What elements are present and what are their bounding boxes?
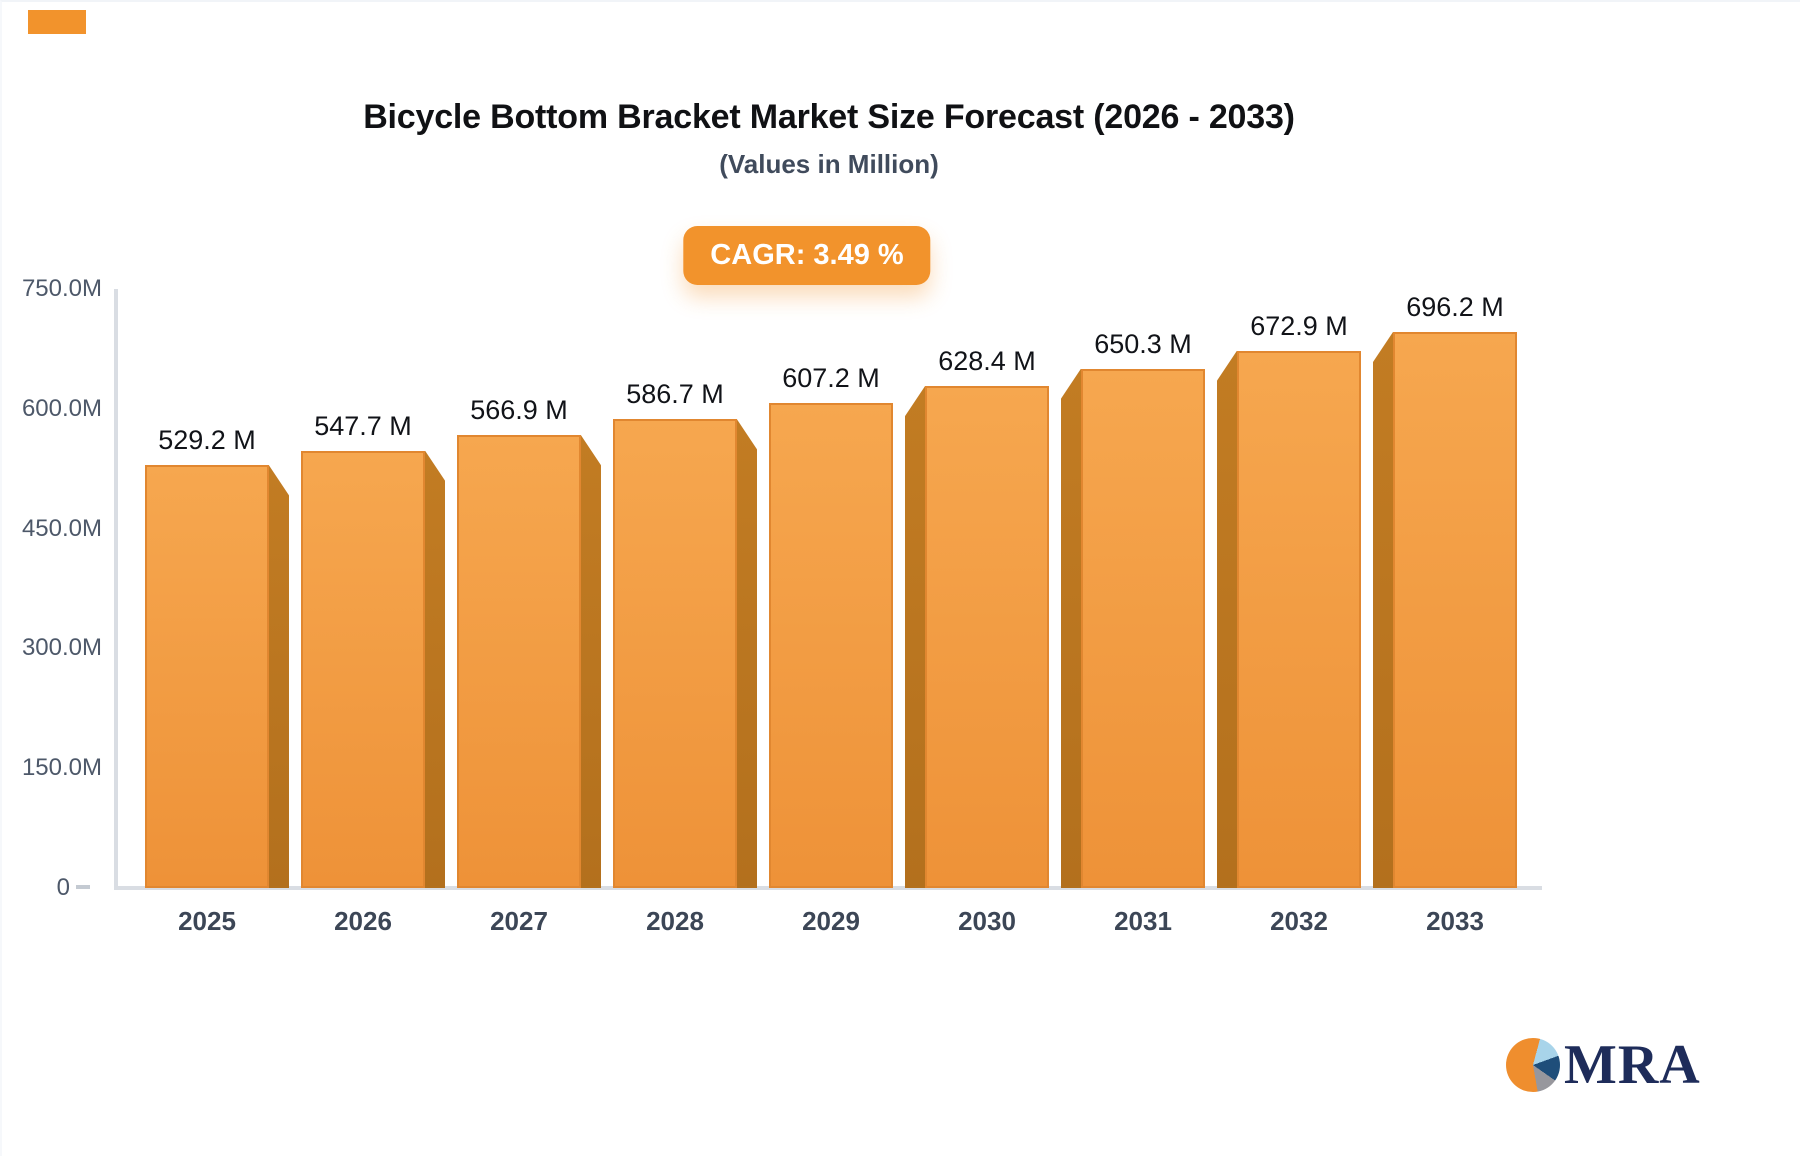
x-axis-year-label: 2028: [646, 906, 704, 936]
bar-value-label: 672.9 M: [1250, 310, 1348, 341]
x-axis-year-label: 2033: [1426, 906, 1484, 936]
bar-2028[interactable]: [613, 419, 737, 888]
bar-3d-side: [425, 450, 445, 888]
bar-3d-side: [905, 386, 925, 888]
y-axis-tick-label: 450.0M: [21, 514, 102, 542]
bar-value-label: 607.2 M: [782, 363, 880, 394]
bar-value-label: 628.4 M: [938, 346, 1036, 377]
x-axis-year-label: 2029: [802, 906, 860, 936]
zero-tick-mark: [76, 885, 90, 889]
x-axis-year-label: 2032: [1270, 906, 1328, 936]
bar-3d-side: [269, 465, 289, 888]
brand-logo: MRA: [1506, 1034, 1701, 1096]
accent-mark: [28, 10, 86, 34]
bar-3d-side: [1217, 350, 1237, 888]
x-axis-year-label: 2031: [1114, 906, 1172, 936]
x-axis-line: [114, 886, 1542, 890]
bar-2029[interactable]: [769, 403, 893, 888]
y-axis-line: [114, 289, 118, 888]
x-axis-year-label: 2030: [958, 906, 1016, 936]
y-axis-tick-label: 300.0M: [21, 634, 102, 662]
bar-value-label: 547.7 M: [314, 410, 412, 441]
chart-subtitle: (Values in Million): [719, 149, 939, 179]
brand-logo-text: MRA: [1564, 1034, 1701, 1096]
y-axis-tick-label: 600.0M: [21, 394, 102, 422]
bar-2032[interactable]: [1237, 350, 1361, 888]
pie-chart-logo-icon: [1506, 1038, 1560, 1092]
x-axis-year-label: 2026: [334, 906, 392, 936]
bar-value-label: 650.3 M: [1094, 328, 1192, 359]
bar-2031[interactable]: [1081, 368, 1205, 888]
bar-3d-side: [1373, 331, 1393, 888]
bar-value-label: 566.9 M: [470, 395, 568, 426]
y-axis-tick-label: 750.0M: [21, 275, 102, 302]
bar-2027[interactable]: [457, 435, 581, 888]
bar-2025[interactable]: [145, 465, 269, 888]
chart-title: Bicycle Bottom Bracket Market Size Forec…: [363, 98, 1295, 136]
bar-3d-side: [581, 435, 601, 888]
bar-value-label: 529.2 M: [158, 425, 256, 456]
x-axis-year-label: 2027: [490, 906, 548, 936]
x-axis-year-label: 2025: [178, 906, 236, 936]
bar-2030[interactable]: [925, 386, 1049, 888]
y-axis-tick-label: 0: [56, 874, 70, 901]
bar-2033[interactable]: [1393, 331, 1517, 888]
cagr-badge: CAGR: 3.49 %: [683, 226, 931, 285]
bar-value-label: 586.7 M: [626, 379, 724, 410]
bar-value-label: 696.2 M: [1406, 291, 1504, 322]
bar-3d-side: [1061, 368, 1081, 888]
bar-2026[interactable]: [301, 450, 425, 888]
y-axis-tick-label: 150.0M: [21, 754, 102, 782]
bar-3d-side: [737, 419, 757, 888]
